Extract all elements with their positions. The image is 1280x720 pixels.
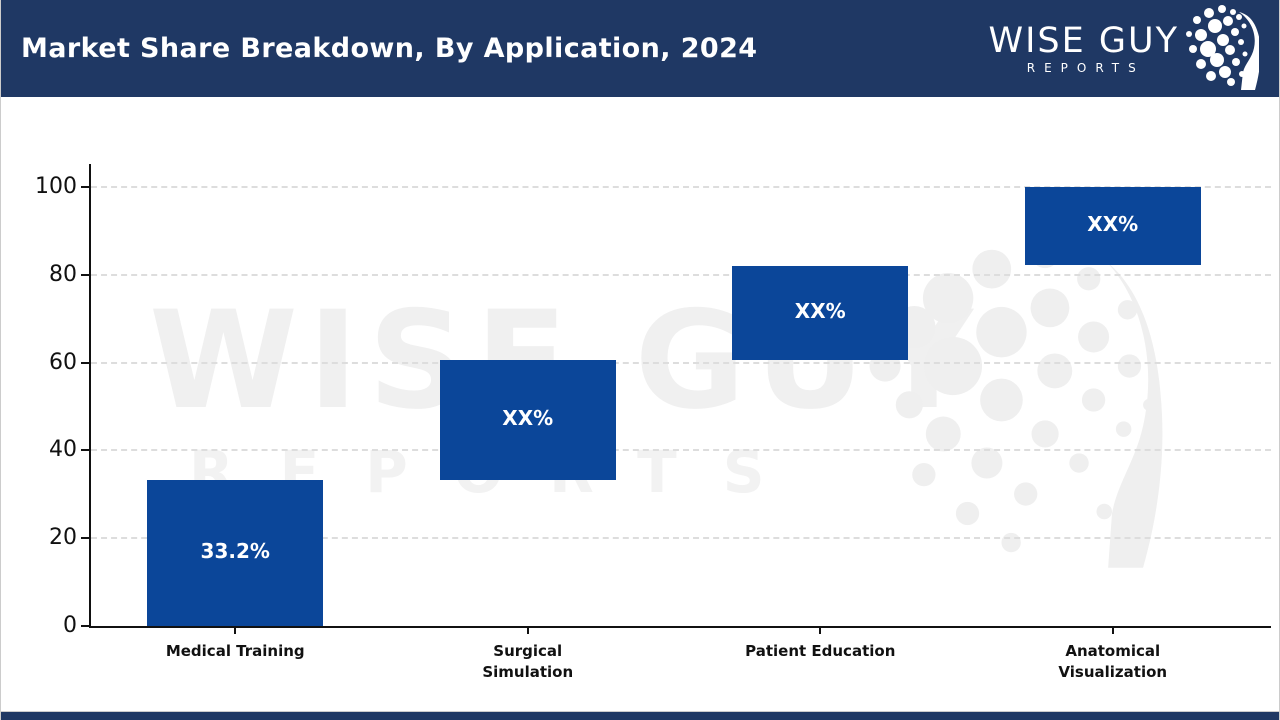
y-axis-tick-mark (81, 449, 89, 452)
bar-segment (439, 360, 616, 481)
y-axis-tick-mark (81, 273, 89, 276)
y-axis-tick-label: 60 (49, 349, 77, 375)
brand-name: WISE GUY (988, 20, 1179, 61)
footer-bar (1, 712, 1279, 720)
x-axis-category-label: Patient Education (745, 642, 896, 660)
y-axis-tick-mark (81, 625, 89, 627)
y-axis-tick-label: 80 (49, 261, 77, 287)
bar-value-label: XX% (1087, 212, 1139, 237)
y-axis-tick-mark (81, 361, 89, 364)
y-axis-tick-label: 0 (63, 613, 77, 638)
y-axis-line (89, 164, 91, 628)
gridline (91, 537, 1271, 540)
x-axis-tick-mark (526, 627, 529, 634)
bar-value-label: XX% (794, 298, 846, 323)
x-axis-category-label: Surgical Simulation (482, 642, 574, 681)
chart-title: Market Share Breakdown, By Application, … (21, 33, 758, 64)
header-bar: Market Share Breakdown, By Application, … (1, 0, 1279, 97)
watermark-head-icon (856, 215, 1176, 589)
brand-logo-text: WISE GUY REPORTS (988, 23, 1179, 75)
gridline (91, 449, 1271, 452)
bottom-divider (1, 711, 1279, 712)
x-axis-tick-mark (819, 627, 822, 634)
gridline (91, 186, 1271, 188)
x-axis-tick-mark (234, 627, 237, 634)
gridline (91, 361, 1271, 364)
brand-subname: REPORTS (1026, 60, 1145, 75)
gridline (91, 273, 1271, 276)
plot-area: 0 20 40 60 80 100 33.2% Medical Training XX% Surg… (1, 97, 1279, 712)
bar-segment (147, 480, 324, 626)
x-axis-category-label: Medical Training (165, 642, 305, 660)
y-axis-tick-label: 40 (49, 437, 77, 463)
y-axis-tick-mark (81, 186, 89, 188)
x-axis-line (89, 626, 1271, 628)
bar-value-label: XX% (502, 406, 554, 431)
x-axis-category-label: Anatomical Visualization (1058, 642, 1168, 681)
brand-logo: WISE GUY REPORTS (988, 4, 1261, 94)
y-axis-tick-label: 20 (49, 525, 77, 551)
y-axis-tick-label: 100 (35, 174, 77, 199)
bar-segment (732, 265, 909, 360)
bar-segment (1024, 187, 1201, 266)
y-axis-tick-mark (81, 537, 89, 540)
bar-value-label: 33.2% (200, 539, 270, 564)
x-axis-tick-mark (1111, 627, 1114, 634)
head-profile-logo-icon (1181, 4, 1261, 94)
